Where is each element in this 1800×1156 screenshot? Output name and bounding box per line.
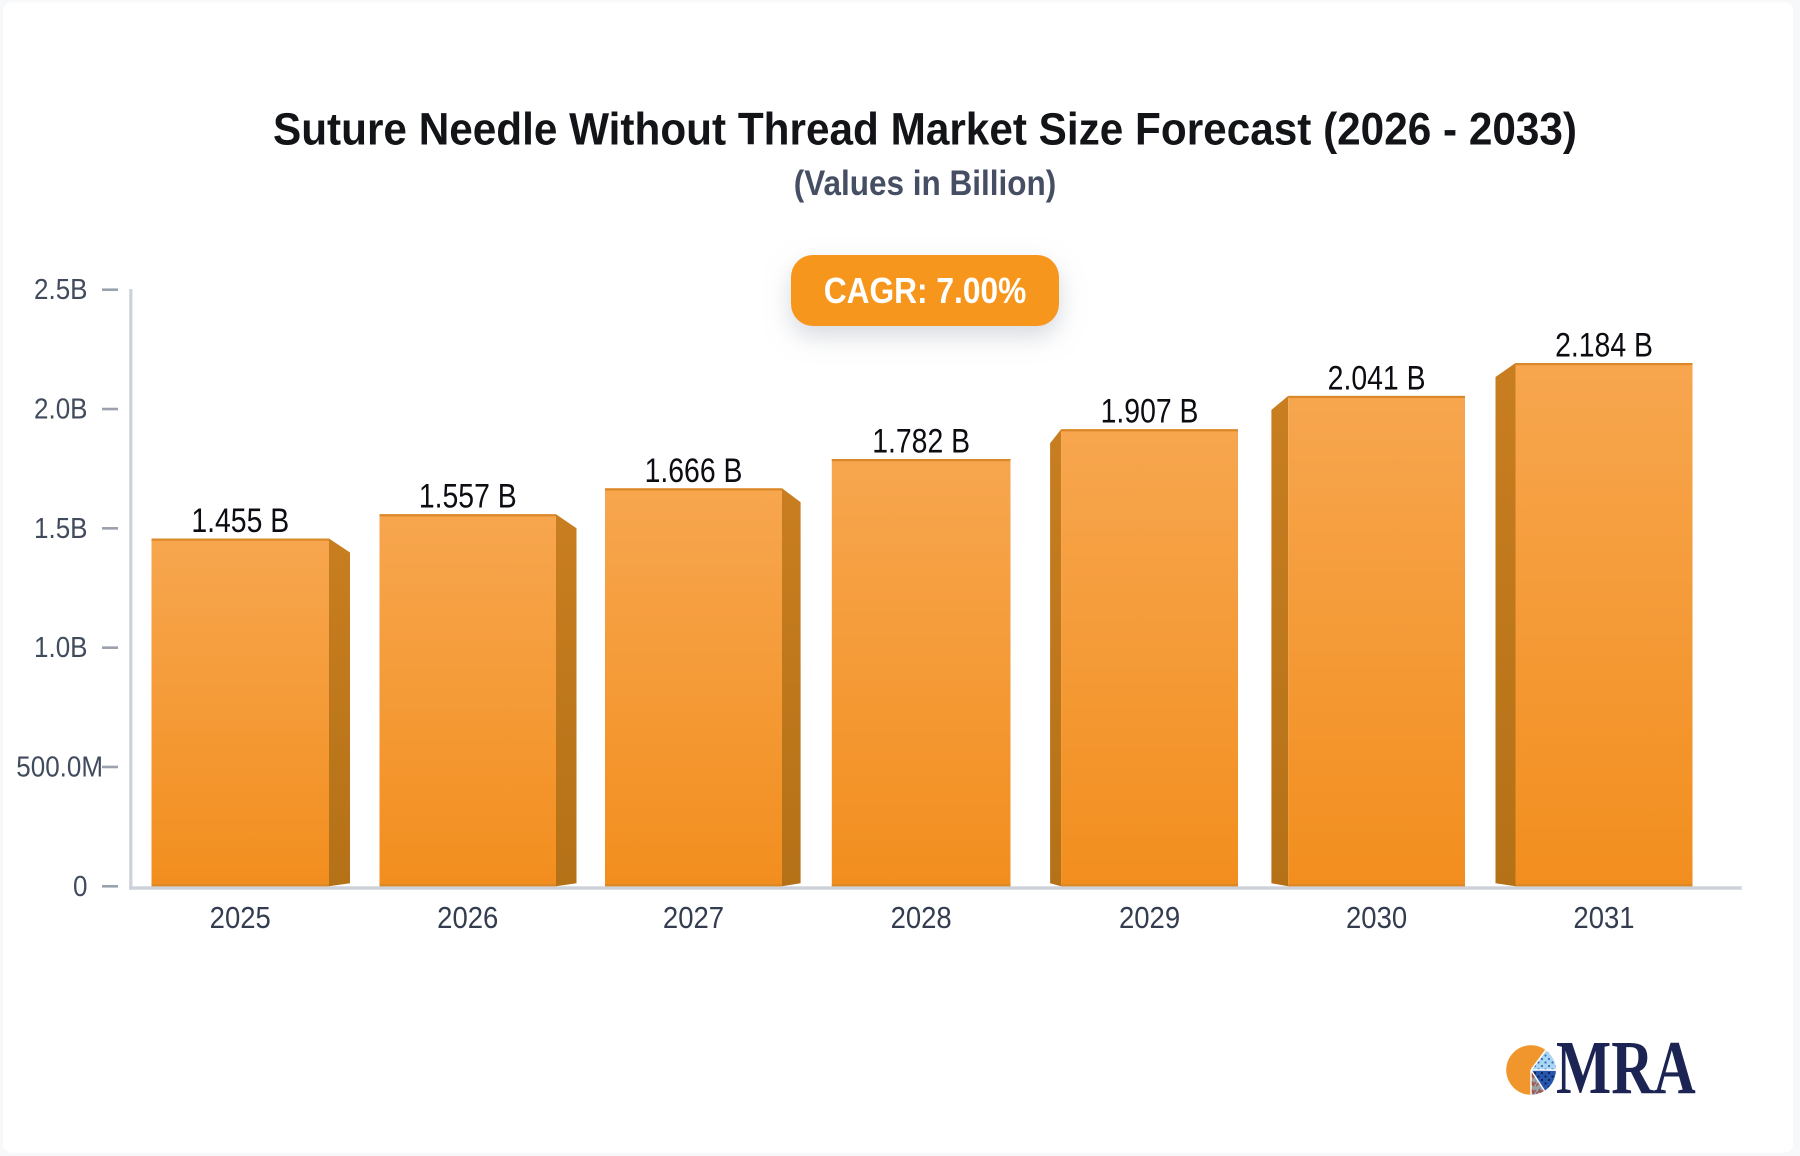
svg-text:1.5B: 1.5B <box>34 512 87 544</box>
svg-text:1.0B: 1.0B <box>34 631 87 663</box>
svg-text:1.557 B: 1.557 B <box>419 477 517 515</box>
svg-text:1.455 B: 1.455 B <box>191 502 289 540</box>
svg-text:2.041 B: 2.041 B <box>1328 359 1426 397</box>
svg-text:2029: 2029 <box>1119 902 1180 935</box>
svg-text:1.782 B: 1.782 B <box>872 422 970 460</box>
svg-text:0: 0 <box>73 870 87 902</box>
svg-text:2030: 2030 <box>1346 902 1407 935</box>
svg-text:2027: 2027 <box>663 902 724 935</box>
svg-text:1.666 B: 1.666 B <box>645 451 743 489</box>
svg-text:1.907 B: 1.907 B <box>1101 392 1199 430</box>
svg-text:2026: 2026 <box>437 902 498 935</box>
svg-text:2031: 2031 <box>1573 902 1634 935</box>
svg-text:CAGR: 7.00%: CAGR: 7.00% <box>824 271 1027 312</box>
svg-text:2.184 B: 2.184 B <box>1555 326 1653 364</box>
svg-text:(Values in Billion): (Values in Billion) <box>794 164 1056 203</box>
svg-text:2028: 2028 <box>891 902 952 935</box>
svg-text:2.5B: 2.5B <box>34 273 87 305</box>
svg-text:2025: 2025 <box>210 902 271 935</box>
svg-text:500.0M: 500.0M <box>16 750 103 782</box>
svg-text:Suture Needle Without Thread M: Suture Needle Without Thread Market Size… <box>273 104 1577 155</box>
svg-text:MRA: MRA <box>1556 1024 1696 1109</box>
svg-text:2.0B: 2.0B <box>34 392 87 424</box>
